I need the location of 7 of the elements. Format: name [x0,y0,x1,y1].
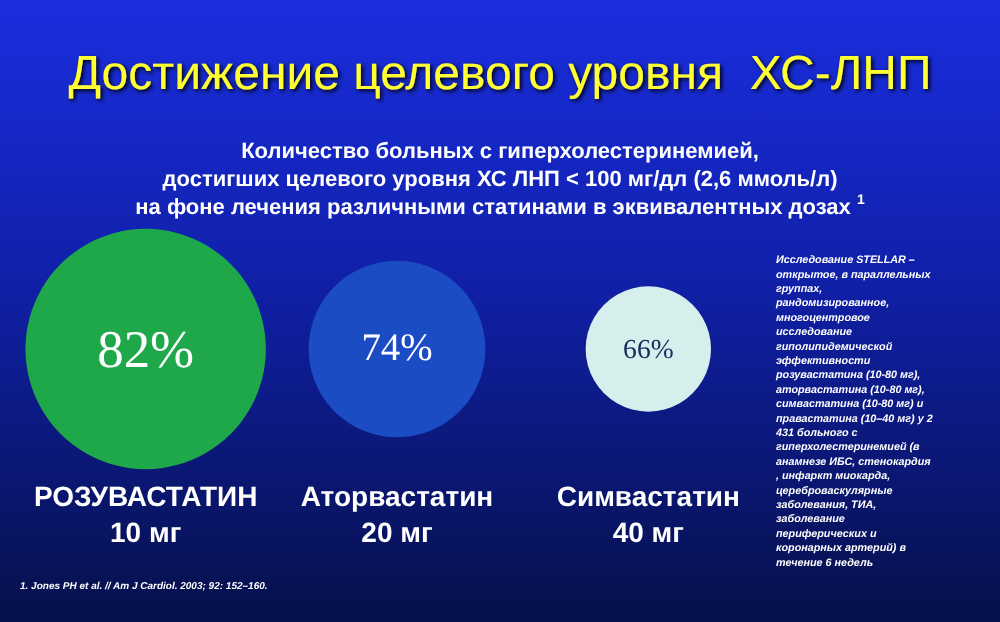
category-label: Аторвастатин 20 мг [300,480,494,548]
text: Достижение целевого уровня ХС-ЛНП [68,47,932,101]
data-label: 82% [97,319,195,379]
category-label: РОЗУВАСТАТИН 10 мг [33,480,258,548]
data-label: 66% [623,334,674,364]
data-label: 74% [361,328,433,370]
category-label: Симвастатин 40 мг [556,480,740,548]
